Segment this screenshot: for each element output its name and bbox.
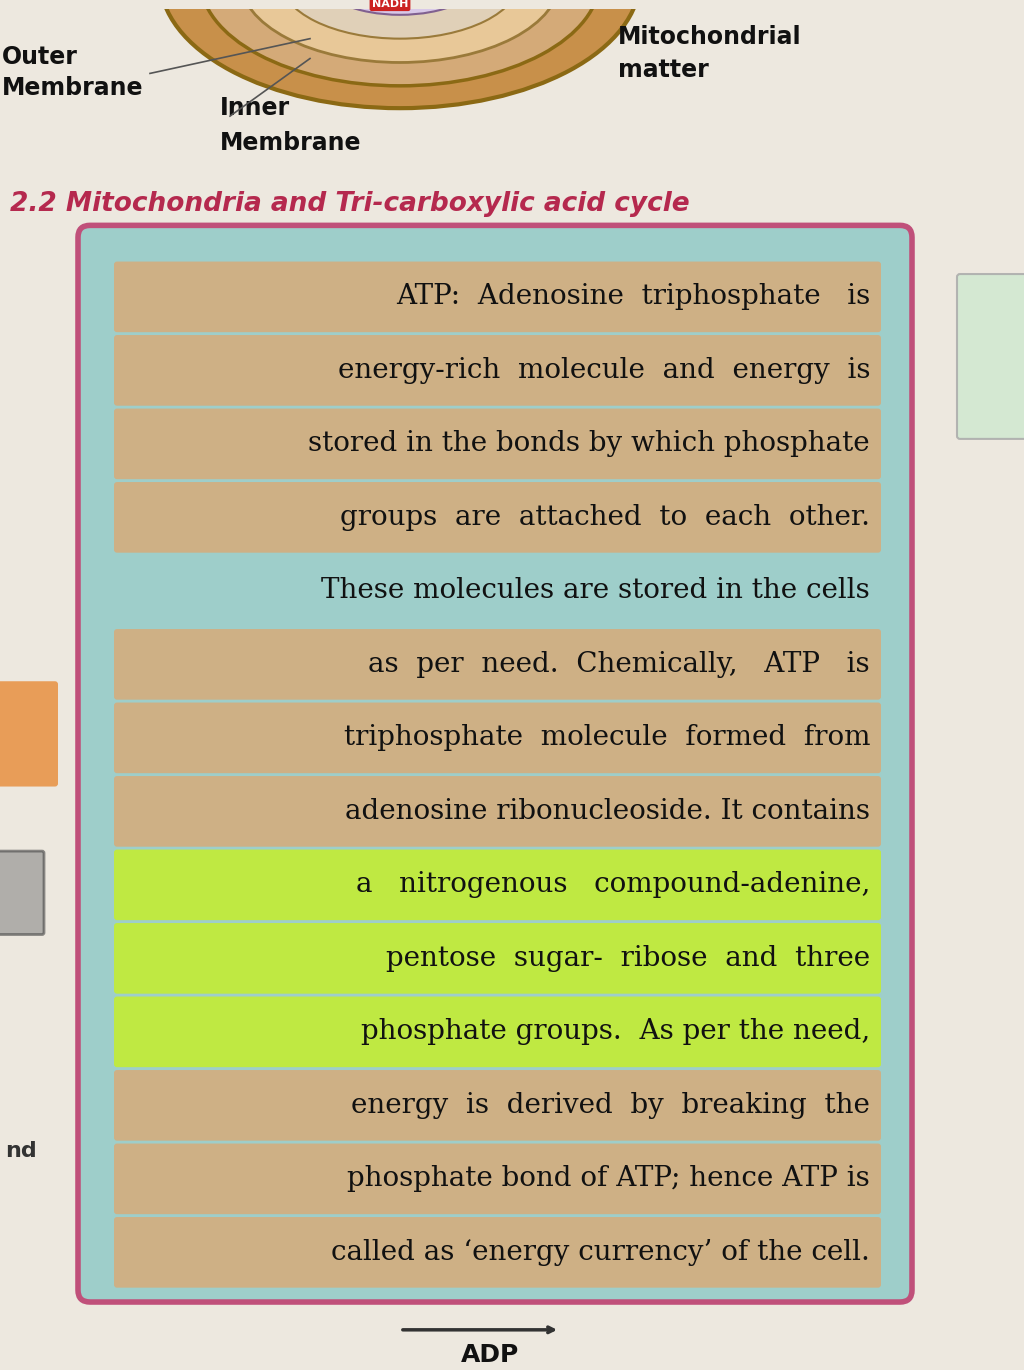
Text: Membrane: Membrane — [220, 132, 361, 155]
Text: nd: nd — [5, 1141, 37, 1160]
Text: ATP:  Adenosine  triphosphate   is: ATP: Adenosine triphosphate is — [395, 284, 870, 311]
Text: triphosphate  molecule  formed  from: triphosphate molecule formed from — [343, 725, 870, 751]
FancyBboxPatch shape — [114, 923, 881, 993]
Text: a   nitrogenous   compound-adenine,: a nitrogenous compound-adenine, — [355, 871, 870, 899]
FancyBboxPatch shape — [114, 849, 881, 921]
Text: as  per  need.  Chemically,   ATP   is: as per need. Chemically, ATP is — [369, 651, 870, 678]
FancyBboxPatch shape — [114, 1217, 881, 1288]
FancyBboxPatch shape — [78, 226, 912, 1301]
Ellipse shape — [200, 0, 600, 86]
Text: Mitochondrial: Mitochondrial — [618, 25, 802, 49]
FancyBboxPatch shape — [114, 336, 881, 406]
Text: pentose  sugar-  ribose  and  three: pentose sugar- ribose and three — [386, 945, 870, 971]
FancyBboxPatch shape — [0, 681, 58, 786]
Text: groups  are  attached  to  each  other.: groups are attached to each other. — [340, 504, 870, 530]
FancyBboxPatch shape — [114, 1144, 881, 1214]
Text: called as ‘energy currency’ of the cell.: called as ‘energy currency’ of the cell. — [331, 1238, 870, 1266]
Text: matter: matter — [618, 59, 709, 82]
Text: phosphate groups.  As per the need,: phosphate groups. As per the need, — [360, 1018, 870, 1045]
Ellipse shape — [319, 0, 480, 15]
Text: NADH: NADH — [372, 0, 409, 8]
FancyBboxPatch shape — [957, 274, 1024, 438]
Text: 2.2 Mitochondria and Tri-carboxylic acid cycle: 2.2 Mitochondria and Tri-carboxylic acid… — [10, 190, 689, 216]
Text: stored in the bonds by which phosphate: stored in the bonds by which phosphate — [308, 430, 870, 458]
Text: ADP: ADP — [461, 1343, 519, 1367]
Text: adenosine ribonucleoside. It contains: adenosine ribonucleoside. It contains — [345, 797, 870, 825]
FancyBboxPatch shape — [114, 703, 881, 773]
Text: phosphate bond of ATP; hence ATP is: phosphate bond of ATP; hence ATP is — [347, 1166, 870, 1192]
Text: Outer: Outer — [2, 44, 78, 68]
Text: Membrane: Membrane — [2, 77, 143, 100]
FancyBboxPatch shape — [114, 996, 881, 1067]
FancyBboxPatch shape — [114, 775, 881, 847]
Ellipse shape — [240, 0, 560, 63]
FancyBboxPatch shape — [114, 1070, 881, 1141]
Text: Inner: Inner — [220, 96, 290, 121]
FancyBboxPatch shape — [0, 851, 44, 934]
FancyBboxPatch shape — [114, 482, 881, 552]
Ellipse shape — [280, 0, 520, 38]
FancyBboxPatch shape — [114, 408, 881, 480]
Ellipse shape — [160, 0, 640, 108]
FancyBboxPatch shape — [114, 629, 881, 700]
Text: energy-rich  molecule  and  energy  is: energy-rich molecule and energy is — [338, 356, 870, 384]
FancyBboxPatch shape — [114, 262, 881, 332]
Text: These molecules are stored in the cells: These molecules are stored in the cells — [322, 577, 870, 604]
Text: energy  is  derived  by  breaking  the: energy is derived by breaking the — [351, 1092, 870, 1119]
